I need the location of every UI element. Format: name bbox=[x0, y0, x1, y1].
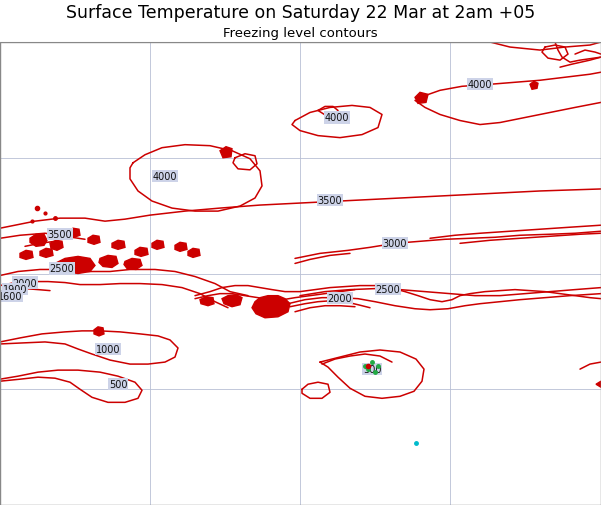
Polygon shape bbox=[415, 93, 428, 104]
Text: 1600: 1600 bbox=[0, 291, 22, 301]
Text: 2500: 2500 bbox=[50, 264, 75, 274]
Text: 500: 500 bbox=[109, 379, 127, 389]
Polygon shape bbox=[135, 248, 148, 257]
Polygon shape bbox=[175, 243, 187, 252]
Polygon shape bbox=[30, 235, 47, 247]
Polygon shape bbox=[20, 251, 33, 260]
Polygon shape bbox=[124, 259, 142, 270]
Polygon shape bbox=[222, 295, 242, 307]
Polygon shape bbox=[152, 241, 164, 250]
Text: 3500: 3500 bbox=[47, 230, 72, 240]
Text: 4000: 4000 bbox=[153, 172, 177, 181]
Text: 2000: 2000 bbox=[328, 293, 352, 303]
Polygon shape bbox=[40, 249, 53, 258]
Polygon shape bbox=[112, 241, 125, 250]
Polygon shape bbox=[99, 256, 118, 268]
Text: 3500: 3500 bbox=[318, 195, 343, 206]
Text: 2000: 2000 bbox=[13, 278, 37, 288]
Text: 4000: 4000 bbox=[325, 113, 349, 123]
Polygon shape bbox=[88, 236, 100, 245]
Polygon shape bbox=[596, 381, 601, 387]
Polygon shape bbox=[94, 327, 104, 336]
Polygon shape bbox=[530, 82, 538, 90]
Polygon shape bbox=[200, 297, 214, 306]
Text: 4000: 4000 bbox=[468, 80, 492, 90]
Polygon shape bbox=[50, 241, 63, 251]
Text: 2500: 2500 bbox=[376, 284, 400, 294]
Polygon shape bbox=[252, 296, 290, 318]
Polygon shape bbox=[188, 249, 200, 258]
Text: 500: 500 bbox=[363, 365, 381, 374]
Polygon shape bbox=[220, 147, 232, 159]
Polygon shape bbox=[55, 257, 95, 274]
Polygon shape bbox=[68, 229, 80, 238]
Text: Surface Temperature on Saturday 22 Mar at 2am +05: Surface Temperature on Saturday 22 Mar a… bbox=[66, 4, 535, 22]
Text: 1900: 1900 bbox=[3, 284, 27, 294]
Text: Freezing level contours: Freezing level contours bbox=[223, 27, 378, 40]
Polygon shape bbox=[260, 298, 286, 312]
Text: 1000: 1000 bbox=[96, 344, 120, 355]
Text: 3000: 3000 bbox=[383, 239, 407, 249]
